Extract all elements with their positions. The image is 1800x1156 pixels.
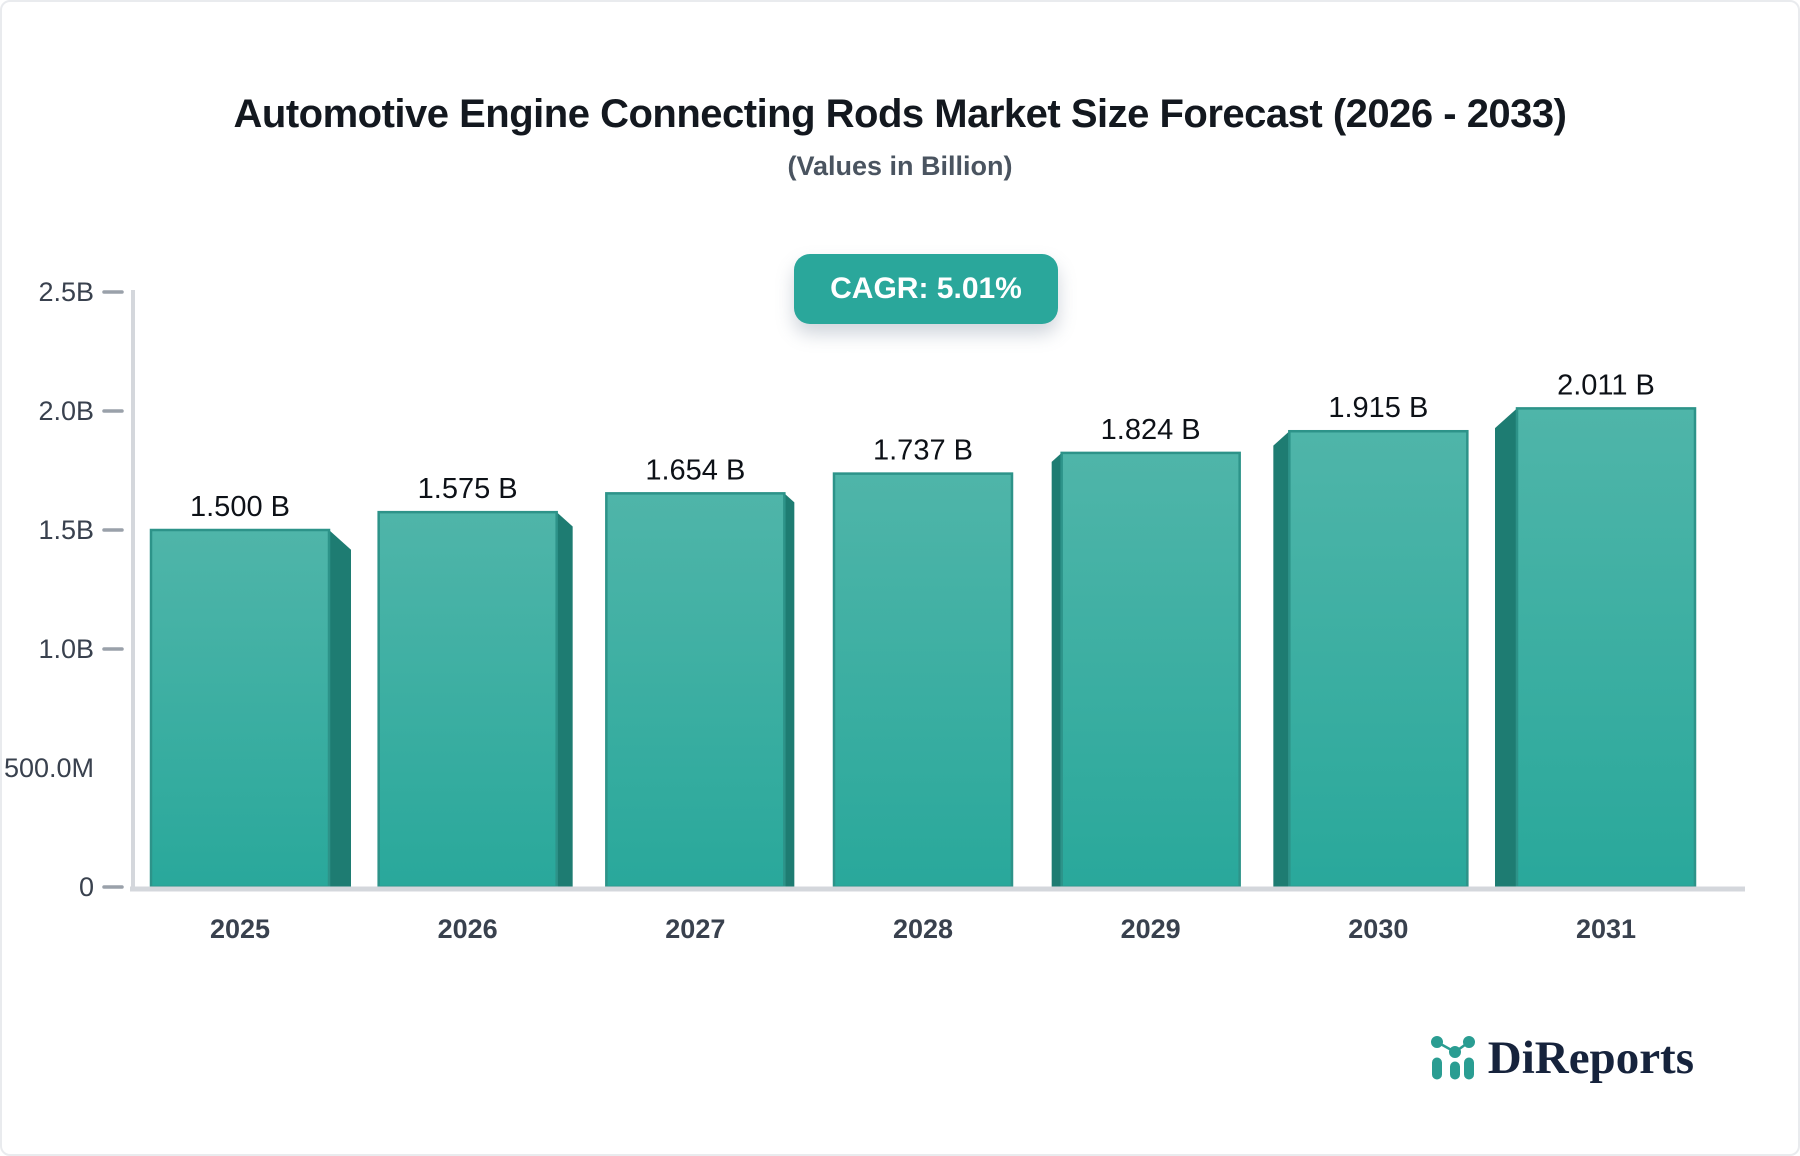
bar-value-label-2030: 1.915 B [1328,392,1428,424]
bar-face-2031 [1515,407,1697,889]
y-axis-tick-label: 500.0M [4,753,94,783]
x-axis-label-2027: 2027 [665,914,725,944]
bar-side-2026 [556,512,573,887]
bar-face-2028 [832,472,1014,889]
bar-value-label-2026: 1.575 B [418,473,518,505]
x-axis-label-2031: 2031 [1576,914,1636,944]
bar-value-label-2029: 1.824 B [1101,414,1201,446]
bar-side-2030 [1273,431,1290,887]
bar-chart-logo-icon [1430,1036,1475,1080]
bar-face-2029 [1060,451,1241,889]
y-axis-tick-label: 1.5B [38,515,94,545]
page-title: Automotive Engine Connecting Rods Market… [233,92,1568,136]
x-axis-label-2025: 2025 [210,914,270,944]
bar-value-label-2031: 2.011 B [1557,369,1655,401]
brand-logo-text: DiReports [1487,1032,1694,1084]
x-axis-label-2028: 2028 [893,914,953,944]
x-axis-label-2029: 2029 [1121,914,1181,944]
x-axis-label-2026: 2026 [438,914,498,944]
bar-value-label-2025: 1.500 B [190,491,290,523]
bar-side-2025 [329,530,351,887]
brand-logo: DiReports [1430,1032,1694,1084]
bar-side-2027 [784,493,795,887]
y-axis-tick-label: 2.5B [38,277,94,307]
chart-header: Automotive Engine Connecting Rods Market… [2,92,1798,182]
cagr-badge: CAGR: 5.01% [794,254,1058,324]
bar-side-2031 [1495,408,1518,887]
bar-face-2027 [605,492,786,889]
y-axis-tick-label: 0 [79,872,94,902]
x-axis-label-2030: 2030 [1348,914,1408,944]
bar-side-2029 [1051,452,1062,887]
bar-value-label-2027: 1.654 B [645,454,745,486]
bar-value-label-2028: 1.737 B [873,435,973,467]
chart-subtitle: (Values in Billion) [787,151,1013,181]
bar-face-2030 [1288,429,1469,889]
y-axis-tick-label: 1.0B [38,634,94,664]
cagr-badge-label: CAGR: 5.01% [830,272,1022,305]
y-axis-tick-label: 2.0B [38,396,94,426]
bar-face-2026 [377,510,558,889]
bar-face-2025 [149,528,331,889]
